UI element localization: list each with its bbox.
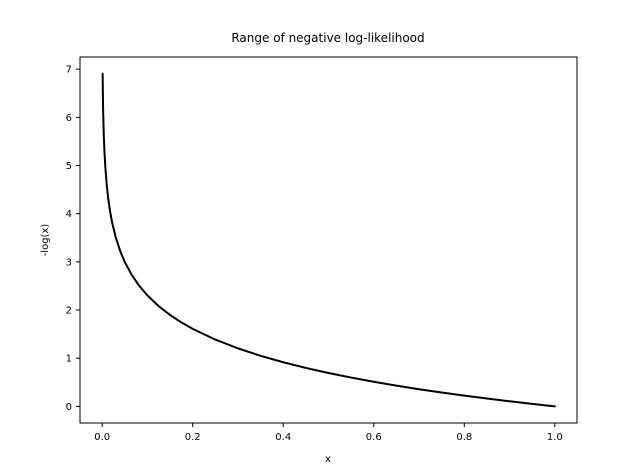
y-tick-label: 1 [66,354,72,365]
x-axis-ticks: 0.0 0.2 0.4 0.6 0.8 1.0 [94,423,563,443]
x-tick-label: 0.0 [94,432,110,443]
y-tick-label: 2 [66,306,72,317]
plot-frame [79,56,578,424]
y-tick-label: 7 [66,65,72,76]
y-tick-label: 3 [66,257,72,268]
x-tick-label: 1.0 [547,432,563,443]
x-tick-label: 0.8 [456,432,472,443]
x-axis-label: x [325,454,331,465]
chart-title: Range of negative log-likelihood [231,31,424,45]
nll-curve [101,72,556,408]
y-tick-label: 0 [66,402,72,413]
x-tick-label: 0.4 [275,432,291,443]
x-tick-label: 0.2 [185,432,201,443]
y-axis-ticks: 0 1 2 3 4 5 6 7 [66,65,80,413]
x-tick-label: 0.6 [366,432,382,443]
y-axis-label: -log(x) [40,224,51,257]
series-line [101,72,556,408]
y-tick-label: 5 [66,161,72,172]
y-tick-label: 4 [66,209,72,220]
y-tick-label: 6 [66,113,72,124]
